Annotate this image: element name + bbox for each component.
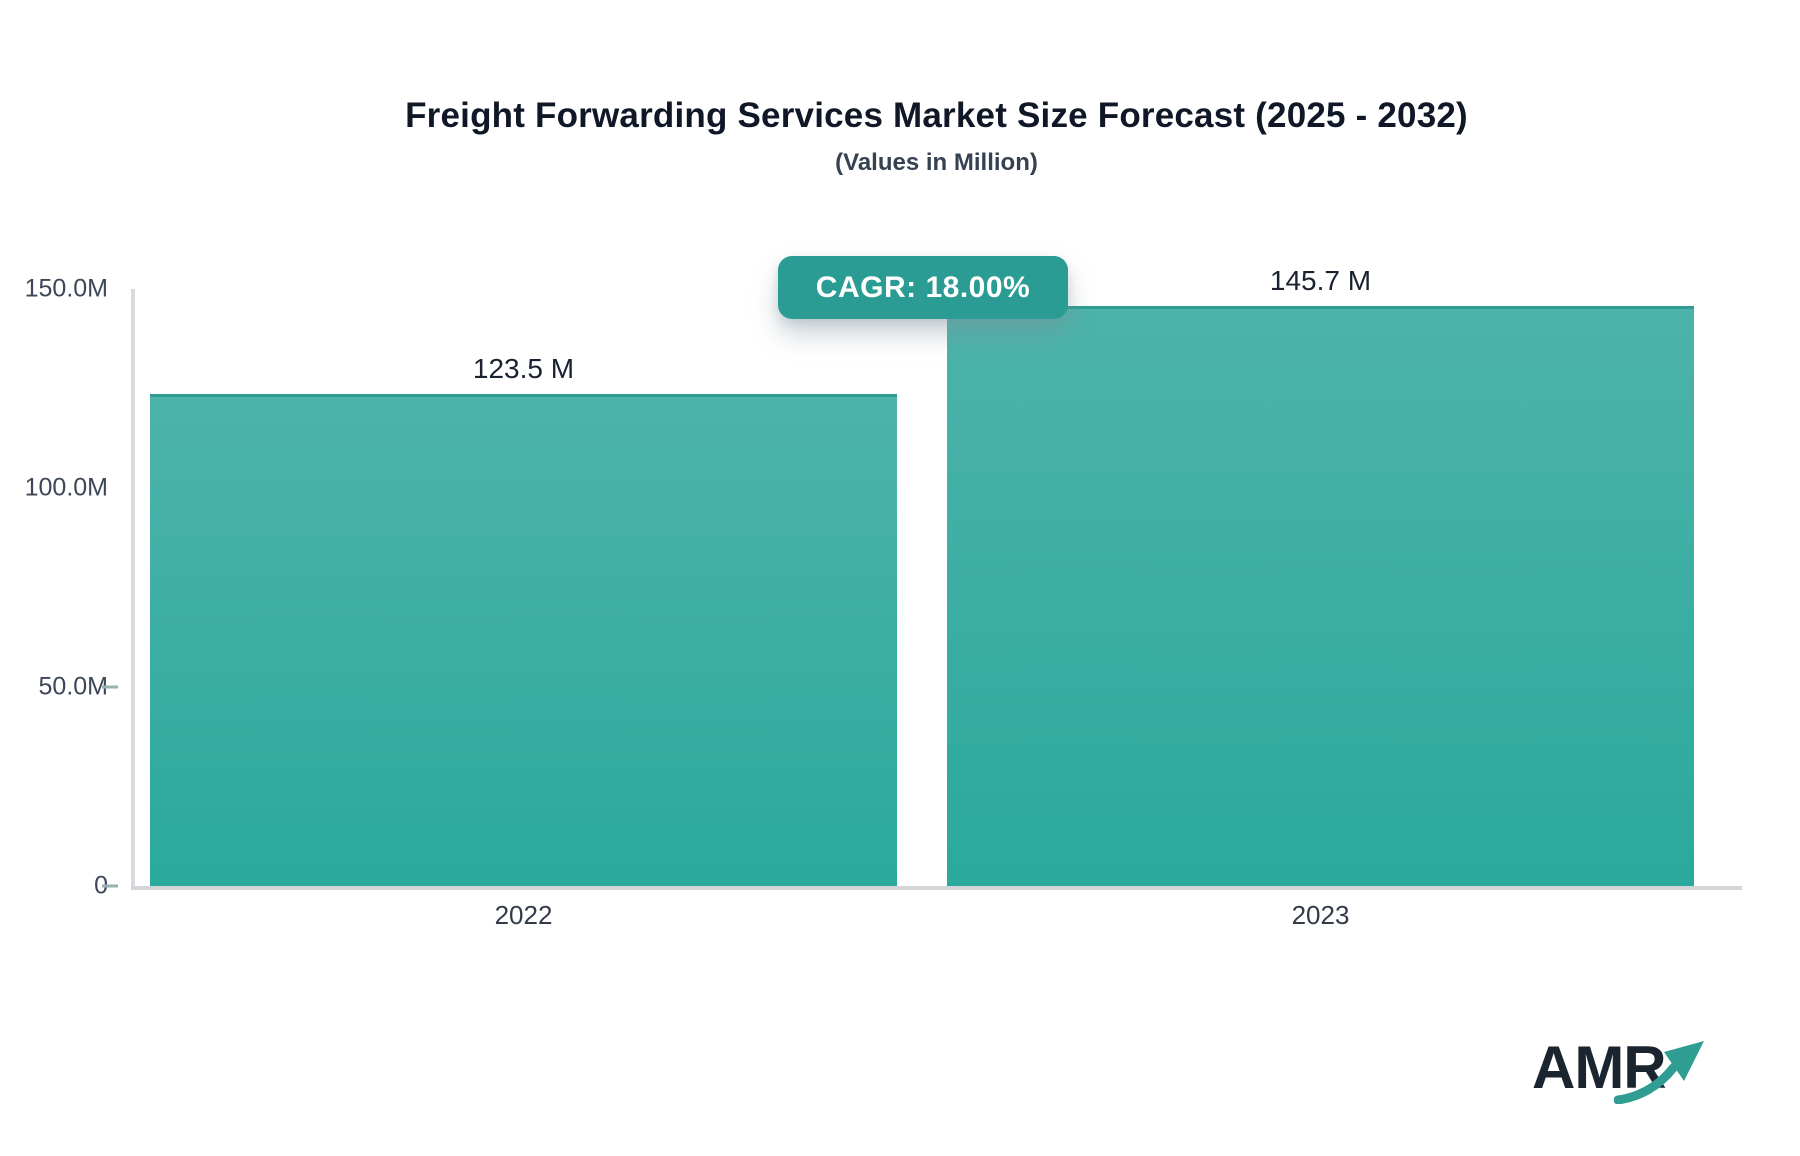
- y-tick-dash: [102, 685, 118, 689]
- x-axis-line: [131, 886, 1742, 890]
- bar-value-label: 145.7 M: [1269, 265, 1372, 297]
- y-tick-label: 150.0M: [24, 274, 108, 303]
- growth-arrow-icon: [1614, 1041, 1704, 1104]
- y-tick-label: 50.0M: [38, 672, 108, 701]
- chart-title: Freight Forwarding Services Market Size …: [405, 96, 1468, 135]
- y-tick-dash: [102, 884, 118, 888]
- bar-column: 145.7 M: [947, 266, 1694, 886]
- x-axis-label: 2023: [1291, 900, 1350, 930]
- bar-2023[interactable]: [947, 306, 1694, 886]
- amr-logo: AMR: [1532, 1033, 1722, 1108]
- y-tick-label: 0: [94, 873, 108, 899]
- bars-row: 123.5 M 145.7 M: [131, 266, 1742, 886]
- chart-subtitle: (Values in Million): [835, 149, 1038, 176]
- y-tick-label: 100.0M: [24, 473, 108, 502]
- y-axis-line: [131, 289, 135, 886]
- bar-value-label: 123.5 M: [472, 353, 575, 385]
- x-axis-label: 2022: [494, 900, 553, 930]
- bar-2022[interactable]: [150, 394, 897, 886]
- bar-column: 123.5 M: [150, 289, 897, 886]
- x-axis-labels: 2022 2023: [131, 900, 1742, 930]
- cagr-badge: CAGR: 18.00%: [778, 256, 1068, 319]
- y-axis-ticks: 0 50.0M 100.0M 150.0M: [25, 276, 1742, 898]
